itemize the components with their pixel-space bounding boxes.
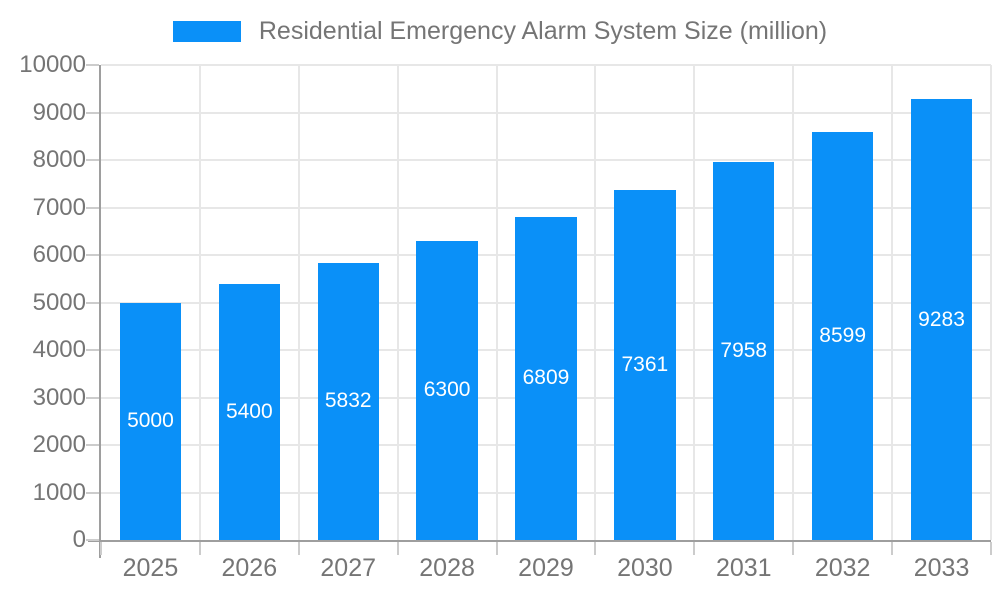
legend: Residential Emergency Alarm System Size … (0, 17, 1000, 46)
y-axis-tick-label: 10000 (19, 51, 86, 78)
bar: 7958 (713, 162, 775, 540)
y-axis-tick-label: 6000 (32, 241, 86, 268)
y-tick-mark (86, 254, 99, 256)
x-tick-mark (297, 542, 300, 555)
y-tick-mark (86, 64, 99, 66)
y-axis-tick-label: 1000 (32, 478, 86, 506)
x-axis-tick-label: 2031 (715, 554, 772, 582)
x-tick-mark (198, 542, 201, 555)
gridline-vertical (693, 65, 696, 540)
y-tick-mark (86, 301, 99, 304)
plot-area: 5000 5400 5832 6300 6809 7361 7958 8599 9283 (86, 64, 992, 558)
y-tick-mark (86, 396, 99, 399)
y-axis-tick-label: 7000 (32, 193, 86, 221)
y-tick-mark (86, 491, 99, 494)
x-tick-mark (594, 542, 597, 555)
y-tick-mark (86, 349, 99, 351)
y-tick-mark (86, 159, 99, 161)
x-tick-mark (396, 542, 399, 555)
y-tick-mark (86, 539, 99, 541)
x-axis-tick-label: 2027 (320, 554, 377, 582)
gridline-vertical (396, 65, 399, 540)
gridline-vertical (990, 65, 992, 540)
bar: 8599 (812, 131, 874, 540)
y-tick-mark (86, 444, 99, 446)
y-axis-tick-label: 0 (72, 526, 86, 553)
gridline-vertical (594, 65, 597, 540)
bar-value-label: 6809 (522, 366, 570, 390)
bar-value-label: 5832 (324, 389, 372, 413)
gridline-vertical (297, 65, 300, 540)
x-tick-mark (990, 542, 992, 555)
gridline-vertical (891, 65, 894, 540)
y-axis-tick-label: 3000 (32, 383, 86, 411)
x-axis-tick-label: 2026 (221, 554, 278, 582)
bar: 5000 (119, 302, 182, 540)
x-axis-tick-label: 2025 (122, 554, 179, 582)
y-axis-tick-label: 2000 (32, 431, 86, 458)
y-axis-tick-label: 8000 (32, 146, 86, 173)
x-tick-mark (792, 542, 795, 555)
x-tick-mark (693, 542, 696, 555)
x-axis-line (88, 540, 991, 542)
gridline-horizontal (101, 111, 991, 114)
y-tick-mark (86, 111, 99, 114)
bar-value-label: 7958 (720, 339, 768, 362)
gridline-horizontal (101, 159, 991, 161)
legend-swatch (172, 21, 241, 42)
x-tick-mark (891, 542, 894, 555)
bar: 5832 (317, 262, 379, 540)
gridline-horizontal (101, 206, 991, 209)
bar: 6809 (515, 216, 577, 540)
y-axis-tick-label: 9000 (32, 98, 86, 126)
y-axis-tick-label: 4000 (32, 336, 86, 363)
legend-label: Residential Emergency Alarm System Size … (258, 17, 828, 45)
x-axis-tick-label: 2032 (814, 554, 871, 582)
x-axis-tick-label: 2029 (518, 554, 574, 582)
y-axis-labels: 0 1000 2000 3000 4000 5000 6000 7000 8000 9000 100… (0, 53, 86, 552)
bar-value-label: 5400 (225, 399, 273, 423)
bar: 7361 (614, 190, 676, 540)
gridline-horizontal (101, 64, 991, 66)
y-axis-tick-label: 5000 (32, 288, 86, 316)
bar: 9283 (910, 99, 973, 540)
x-axis-tick-label: 2028 (419, 554, 475, 582)
gridline-vertical (495, 65, 498, 540)
bar-value-label: 9283 (918, 307, 965, 331)
bar-value-label: 6300 (423, 378, 471, 402)
bar: 5400 (218, 283, 280, 540)
x-axis-labels: 2025 2026 2027 2028 2029 2030 2031 2032 2033 (101, 554, 991, 586)
bar-value-label: 7361 (621, 353, 669, 377)
bar: 6300 (416, 240, 478, 540)
y-axis-line (99, 65, 101, 558)
gridline-vertical (792, 65, 795, 540)
bar-value-label: 8599 (819, 323, 866, 347)
x-axis-tick-label: 2033 (913, 554, 970, 582)
x-tick-mark (495, 542, 498, 555)
gridline-vertical (198, 65, 201, 540)
y-tick-mark (86, 206, 99, 209)
x-tick-mark (100, 542, 102, 555)
x-axis-tick-label: 2030 (617, 554, 673, 582)
bar-value-label: 5000 (127, 409, 174, 433)
